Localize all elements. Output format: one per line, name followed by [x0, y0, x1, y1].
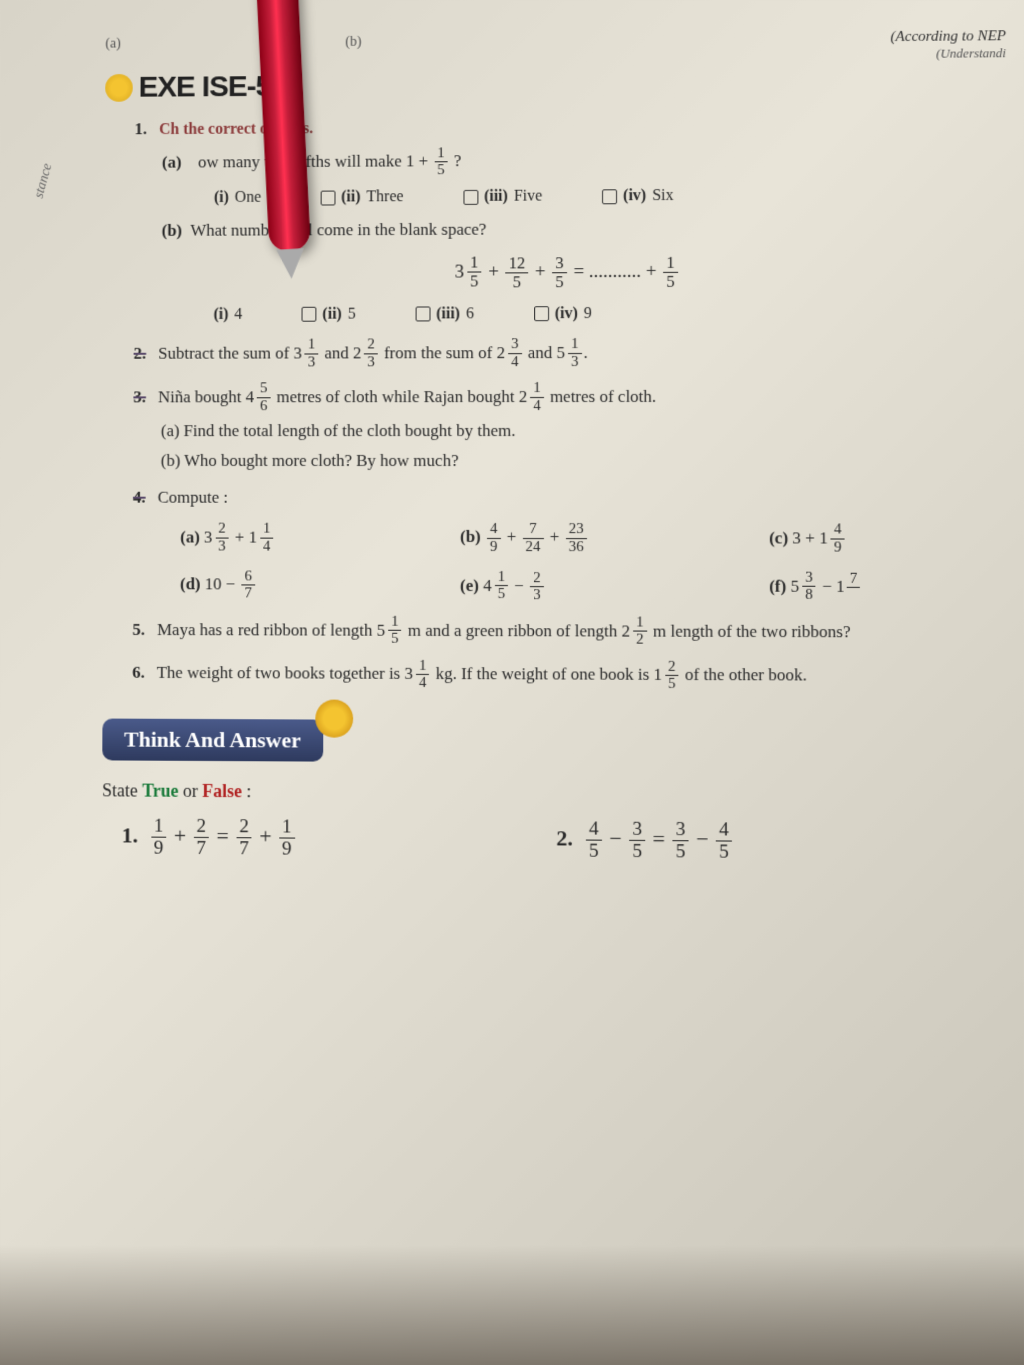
- question-3: 3. Niña bought 456 metres of cloth while…: [133, 380, 1007, 475]
- q1b-equation: 315 + 125 + 35 = ........... + 15: [134, 252, 1007, 293]
- page-header: (a) (b) (According to NEP (Understandi: [105, 28, 1006, 67]
- q4b: (b) 49 + 724 + 2336: [460, 521, 749, 555]
- q1b-opt-iii: (iii) 6: [415, 302, 474, 327]
- q2-text: Subtract the sum of 313 and 223 from the…: [158, 343, 588, 363]
- q1a-opt-ii: (ii) Three: [320, 185, 403, 210]
- q1-number: 1.: [134, 119, 147, 138]
- tf-item-2: 2. 45 − 35 = 35 − 45: [556, 818, 734, 863]
- checkbox-icon: [463, 189, 478, 204]
- q1a-tail: ?: [454, 151, 462, 170]
- page-shadow: [0, 1245, 1024, 1365]
- q5-number: 5.: [132, 620, 145, 639]
- q2-number: 2.: [134, 344, 147, 363]
- q1b-opt-iv: (iv) 9: [534, 302, 592, 327]
- checkbox-icon: [602, 189, 617, 204]
- q1b-text: What number will come in the blank space…: [190, 220, 486, 240]
- checkbox-icon: [415, 307, 430, 322]
- q5-text: Maya has a red ribbon of length 515 m an…: [157, 620, 850, 641]
- q6-number: 6.: [132, 663, 145, 682]
- state-true-false: State True or False :: [102, 780, 1009, 807]
- q4-grid: (a) 323 + 114 (b) 49 + 724 + 2336 (c) 3 …: [180, 521, 1008, 606]
- side-margin-text: stance: [32, 162, 56, 200]
- think-answer-banner: Think And Answer: [102, 718, 323, 761]
- q3-number: 3.: [133, 387, 146, 406]
- question-5: 5. Maya has a red ribbon of length 515 m…: [132, 613, 1008, 650]
- question-4: 4. Compute : (a) 323 + 114 (b) 49 + 724 …: [133, 485, 1008, 606]
- nep-line2: (Understandi: [891, 45, 1007, 62]
- question-6: 6. The weight of two books together is 3…: [132, 656, 1008, 693]
- q1a-opt-iii: (iii) Five: [463, 184, 542, 209]
- q4e: (e) 415 − 23: [460, 569, 749, 605]
- q1b-label: (b): [162, 221, 183, 240]
- q3a: (a) Find the total length of the cloth b…: [161, 418, 1008, 445]
- nep-note: (According to NEP (Understandi: [890, 28, 1006, 62]
- q1a-opt-i: (i) One: [193, 186, 261, 211]
- q3-text: Niña bought 456 metres of cloth while Ra…: [158, 387, 656, 406]
- q1a-opt-iv: (iv) Six: [602, 184, 673, 209]
- textbook-page: stance (a) (b) (According to NEP (Unders…: [62, 18, 1024, 885]
- true-false-items: 1. 19 + 27 = 27 + 19 2. 45 − 35 = 35 − 4…: [122, 815, 1009, 865]
- bee-icon: [315, 699, 353, 737]
- bee-icon: [105, 74, 133, 102]
- q1a-label: (a): [162, 152, 182, 171]
- q4d: (d) 10 − 67: [180, 568, 440, 603]
- checkbox-icon: [302, 307, 317, 322]
- q4c: (c) 3 + 149: [769, 521, 1008, 555]
- q4-number: 4.: [133, 487, 146, 506]
- checkbox-icon: [534, 307, 549, 322]
- q6-text: The weight of two books together is 314 …: [157, 663, 807, 685]
- checkbox-icon: [320, 190, 335, 205]
- exercise-label: EXE ISE-5: [139, 70, 271, 104]
- q3b: (b) Who bought more cloth? By how much?: [161, 448, 1008, 475]
- q4f: (f) 538 − 17: [769, 570, 1008, 606]
- q1a-options: (i) One (ii) Three (iii) Five (iv) Six: [193, 182, 1006, 210]
- tab-b: (b): [345, 35, 361, 50]
- think-banner-text: Think And Answer: [124, 726, 301, 752]
- q4a: (a) 323 + 114: [180, 521, 440, 555]
- q1b-opt-i: (i) 4: [193, 303, 243, 328]
- q1a-math: 1 + 15: [406, 151, 450, 170]
- nep-line1: (According to NEP: [890, 28, 1006, 46]
- exercise-heading: EXE ISE-5: [105, 65, 1006, 105]
- q1b-options: (i) 4 (ii) 5 (iii) 6 (iv) 9: [193, 301, 1007, 328]
- q4-heading: Compute :: [158, 488, 229, 507]
- tab-a: (a): [105, 37, 120, 52]
- question-2: 2. Subtract the sum of 313 and 223 from …: [134, 336, 1008, 371]
- q1b-opt-ii: (ii) 5: [302, 302, 356, 327]
- tf-item-1: 1. 19 + 27 = 27 + 19: [122, 815, 297, 860]
